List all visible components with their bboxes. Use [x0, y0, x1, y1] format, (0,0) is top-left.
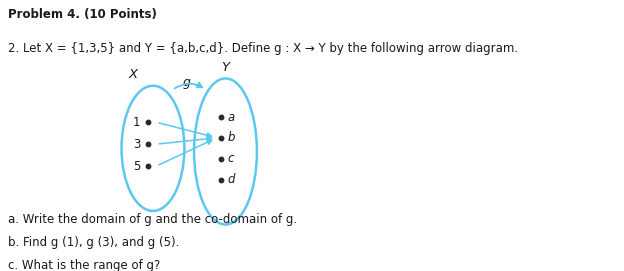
Text: 3: 3: [133, 138, 140, 151]
Text: g: g: [183, 76, 191, 89]
Text: d: d: [227, 173, 235, 186]
Text: Y: Y: [222, 62, 230, 75]
Text: b: b: [227, 131, 235, 144]
Text: a: a: [227, 111, 235, 124]
Text: 2. Let X = {1,3,5} and Y = {a,b,c,d}. Define g : X → Y by the following arrow di: 2. Let X = {1,3,5} and Y = {a,b,c,d}. De…: [8, 42, 519, 55]
Text: b. Find g (1), g (3), and g (5).: b. Find g (1), g (3), and g (5).: [8, 236, 180, 249]
Text: 1: 1: [133, 116, 140, 129]
Text: 5: 5: [133, 160, 140, 173]
Text: c. What is the range of g?: c. What is the range of g?: [8, 259, 160, 271]
Text: c: c: [227, 152, 234, 165]
Text: X: X: [129, 68, 138, 81]
Text: a. Write the domain of g and the co-domain of g.: a. Write the domain of g and the co-doma…: [8, 213, 297, 226]
Text: Problem 4. (10 Points): Problem 4. (10 Points): [8, 8, 157, 21]
